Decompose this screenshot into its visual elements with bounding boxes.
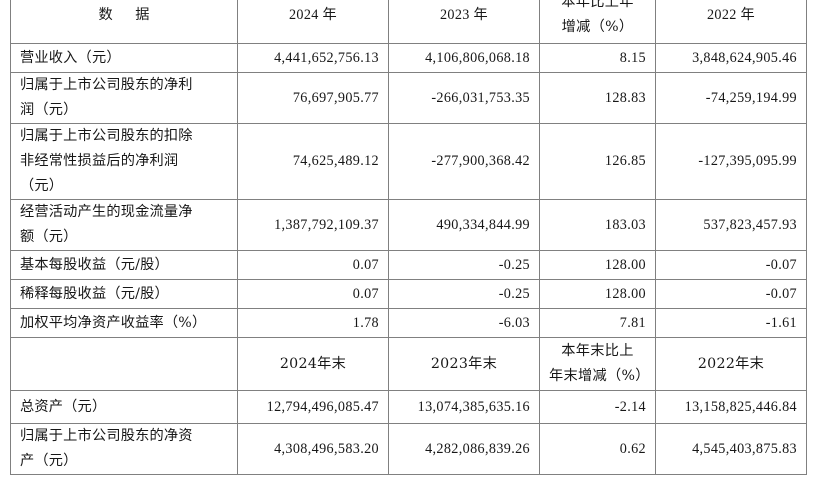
row-label-weighted-roe: 加权平均净资产收益率（%） [10,308,238,338]
cell-net-assets-2022: 4,545,403,875.83 [655,423,807,475]
header-cell-2024-eoy: 2024年末 [237,337,389,391]
row-label-operating-cashflow: 经营活动产生的现金流量净 额（元） [10,199,238,251]
row-label-line: 产（元） [20,453,78,469]
header-change-line2: 增减（%） [561,19,634,35]
table-row: 总资产（元） 12,794,496,085.47 13,074,385,635.… [10,390,807,424]
row-label-line: 归属于上市公司股东的净资 [20,428,193,444]
table-header-row-end-of-year: 2024年末 2023年末 本年末比上 年末增减（%） 2022年末 [10,337,807,391]
row-label-basic-eps: 基本每股收益（元/股） [10,250,238,280]
row-label-line: 总资产（元） [20,398,107,415]
row-label-line: 润（元） [20,102,78,118]
header-cell-2023: 2023 年 [388,0,540,44]
table-row: 加权平均净资产收益率（%） 1.78 -6.03 7.81 -1.61 [10,308,807,338]
cell-basic-eps-2023: -0.25 [388,250,540,280]
header-change-line1: 本年比上年 [561,0,634,10]
row-label-line: 基本每股收益（元/股） [20,256,169,273]
cell-net-profit-change: 128.83 [539,72,656,124]
cell-operating-cashflow-2023: 490,334,844.99 [388,199,540,251]
cell-weighted-roe-2024: 1.78 [237,308,389,338]
cell-net-profit-2023: -266,031,753.35 [388,72,540,124]
cell-basic-eps-change: 128.00 [539,250,656,280]
cell-net-profit-excl-2022: -127,395,095.99 [655,123,807,200]
row-label-line: 加权平均净资产收益率（%） [20,314,207,331]
row-label-diluted-eps: 稀释每股收益（元/股） [10,279,238,309]
cell-operating-cashflow-2022: 537,823,457.93 [655,199,807,251]
header-cell-data-label: 数 据 [10,0,238,44]
header-cell-2022: 2022 年 [655,0,807,44]
table-row: 经营活动产生的现金流量净 额（元） 1,387,792,109.37 490,3… [10,199,807,251]
header-cell-change-pct-eoy: 本年末比上 年末增减（%） [539,337,656,391]
table-row: 归属于上市公司股东的扣除 非经常性损益后的净利润 （元） 74,625,489.… [10,123,807,200]
row-label-line: 营业收入（元） [20,49,121,66]
row-label-revenue: 营业收入（元） [10,43,238,73]
table-header-row-annual: 数 据 2024 年 2023 年 本年比上年 增减（%） 2022 年 [10,0,807,44]
header-change-eoy-line1: 本年末比上 [561,343,634,359]
cell-operating-cashflow-change: 183.03 [539,199,656,251]
cell-revenue-2024: 4,441,652,756.13 [237,43,389,73]
cell-total-assets-change: -2.14 [539,390,656,424]
table-row: 归属于上市公司股东的净资 产（元） 4,308,496,583.20 4,282… [10,423,807,475]
header-cell-change-pct: 本年比上年 增减（%） [539,0,656,44]
cell-diluted-eps-change: 128.00 [539,279,656,309]
header-cell-2022-eoy: 2022年末 [655,337,807,391]
header-change-eoy-line2: 年末增减（%） [549,368,650,384]
cell-revenue-change: 8.15 [539,43,656,73]
row-label-line: 额（元） [20,229,78,245]
header-cell-2023-eoy: 2023年末 [388,337,540,391]
header-cell-2024: 2024 年 [237,0,389,44]
cell-total-assets-2023: 13,074,385,635.16 [388,390,540,424]
table-row: 稀释每股收益（元/股） 0.07 -0.25 128.00 -0.07 [10,279,807,309]
cell-net-profit-excl-2023: -277,900,368.42 [388,123,540,200]
cell-weighted-roe-2023: -6.03 [388,308,540,338]
cell-revenue-2022: 3,848,624,905.46 [655,43,807,73]
row-label-line: 归属于上市公司股东的扣除 [20,128,193,144]
cell-net-profit-2024: 76,697,905.77 [237,72,389,124]
row-label-line: 经营活动产生的现金流量净 [20,204,193,220]
cell-net-profit-2022: -74,259,194.99 [655,72,807,124]
row-label-net-assets: 归属于上市公司股东的净资 产（元） [10,423,238,475]
table-row: 营业收入（元） 4,441,652,756.13 4,106,806,068.1… [10,43,807,73]
cell-revenue-2023: 4,106,806,068.18 [388,43,540,73]
cell-net-assets-change: 0.62 [539,423,656,475]
row-label-line: （元） [20,178,64,194]
cell-basic-eps-2022: -0.07 [655,250,807,280]
cell-operating-cashflow-2024: 1,387,792,109.37 [237,199,389,251]
cell-basic-eps-2024: 0.07 [237,250,389,280]
row-label-line: 非经常性损益后的净利润 [20,153,179,169]
cell-total-assets-2024: 12,794,496,085.47 [237,390,389,424]
row-label-line: 归属于上市公司股东的净利 [20,77,193,93]
cell-weighted-roe-change: 7.81 [539,308,656,338]
row-label-net-profit: 归属于上市公司股东的净利 润（元） [10,72,238,124]
cell-diluted-eps-2022: -0.07 [655,279,807,309]
cell-net-profit-excl-2024: 74,625,489.12 [237,123,389,200]
row-label-net-profit-excl-nonrecurring: 归属于上市公司股东的扣除 非经常性损益后的净利润 （元） [10,123,238,200]
row-label-total-assets: 总资产（元） [10,390,238,424]
cell-total-assets-2022: 13,158,825,446.84 [655,390,807,424]
row-label-line: 稀释每股收益（元/股） [20,285,169,302]
cell-net-assets-2024: 4,308,496,583.20 [237,423,389,475]
financial-summary-table: 数 据 2024 年 2023 年 本年比上年 增减（%） 2022 年 营业收… [10,0,807,475]
cell-net-assets-2023: 4,282,086,839.26 [388,423,540,475]
table-row: 基本每股收益（元/股） 0.07 -0.25 128.00 -0.07 [10,250,807,280]
cell-diluted-eps-2023: -0.25 [388,279,540,309]
cell-net-profit-excl-change: 126.85 [539,123,656,200]
table-row: 归属于上市公司股东的净利 润（元） 76,697,905.77 -266,031… [10,72,807,124]
header-cell-eoy-label-blank [10,337,238,391]
cell-weighted-roe-2022: -1.61 [655,308,807,338]
cell-diluted-eps-2024: 0.07 [237,279,389,309]
